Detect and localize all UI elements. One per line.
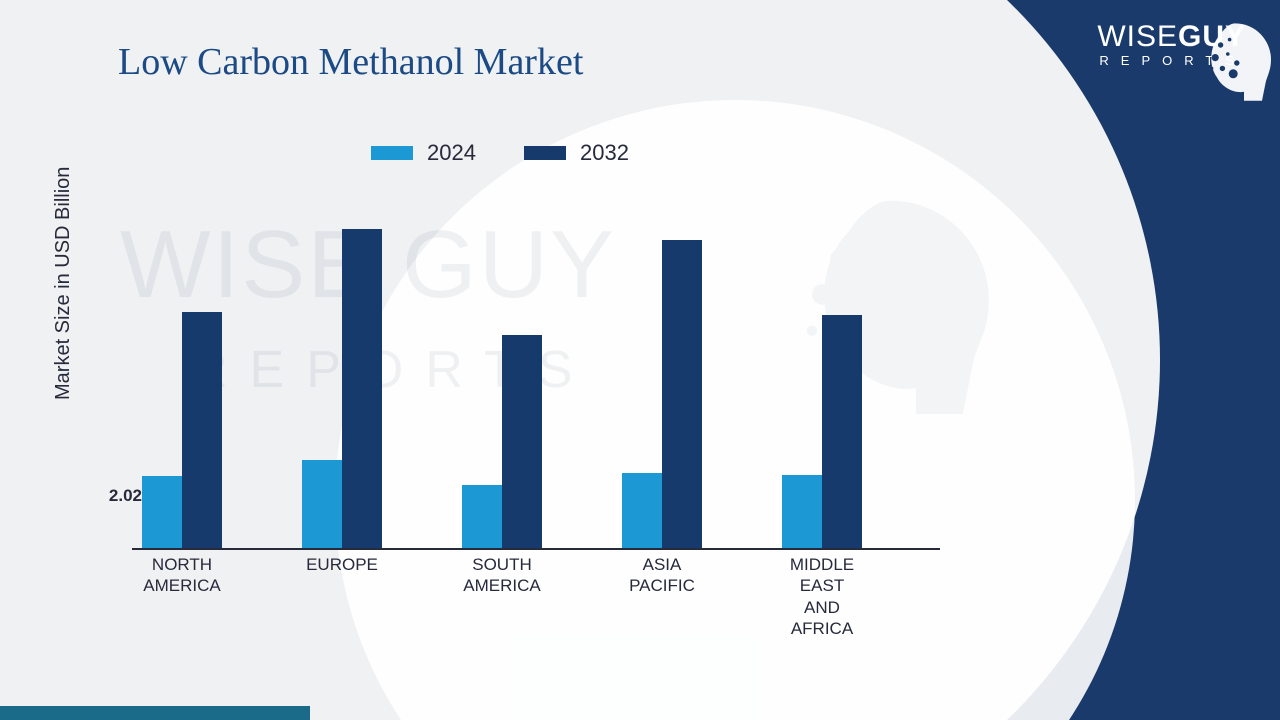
category-label: NORTH AMERICA bbox=[112, 554, 252, 597]
bar-2032 bbox=[662, 240, 702, 548]
bar-group: SOUTH AMERICA bbox=[462, 335, 542, 548]
bar-2032 bbox=[822, 315, 862, 548]
bar-2024 bbox=[622, 473, 662, 548]
legend-item-2024: 2024 bbox=[371, 140, 476, 166]
chart: Market Size in USD Billion 2024 2032 2.0… bbox=[60, 140, 940, 660]
legend: 2024 2032 bbox=[60, 140, 940, 166]
canvas: WISE GUY REPORTS Low Carbon Methanol Mar… bbox=[0, 0, 1280, 720]
bar-group: EUROPE bbox=[302, 229, 382, 548]
bar-group: MIDDLE EAST AND AFRICA bbox=[782, 315, 862, 548]
legend-label-2032: 2032 bbox=[580, 140, 629, 166]
bar-2032 bbox=[342, 229, 382, 548]
bar-2024 bbox=[142, 476, 182, 548]
bar-2024 bbox=[782, 475, 822, 548]
bar-group: NORTH AMERICA bbox=[142, 312, 222, 548]
legend-label-2024: 2024 bbox=[427, 140, 476, 166]
legend-item-2032: 2032 bbox=[524, 140, 629, 166]
category-label: SOUTH AMERICA bbox=[432, 554, 572, 597]
bar-2024 bbox=[302, 460, 342, 548]
value-label-0: 2.02 bbox=[109, 486, 142, 506]
category-label: EUROPE bbox=[272, 554, 412, 575]
plot-area: 2.02 NORTH AMERICAEUROPESOUTH AMERICAASI… bbox=[132, 190, 940, 550]
bar-2032 bbox=[502, 335, 542, 548]
category-label: MIDDLE EAST AND AFRICA bbox=[752, 554, 892, 639]
brand-head-icon bbox=[1190, 18, 1280, 108]
bar-2032 bbox=[182, 312, 222, 548]
bar-group: ASIA PACIFIC bbox=[622, 240, 702, 548]
page-title: Low Carbon Methanol Market bbox=[118, 40, 583, 84]
y-axis-label: Market Size in USD Billion bbox=[52, 167, 75, 400]
footer-accent-bar bbox=[0, 706, 310, 720]
legend-swatch-2032 bbox=[524, 146, 566, 160]
bar-2024 bbox=[462, 485, 502, 548]
category-label: ASIA PACIFIC bbox=[592, 554, 732, 597]
brand-word-1: WISE bbox=[1097, 20, 1178, 53]
legend-swatch-2024 bbox=[371, 146, 413, 160]
